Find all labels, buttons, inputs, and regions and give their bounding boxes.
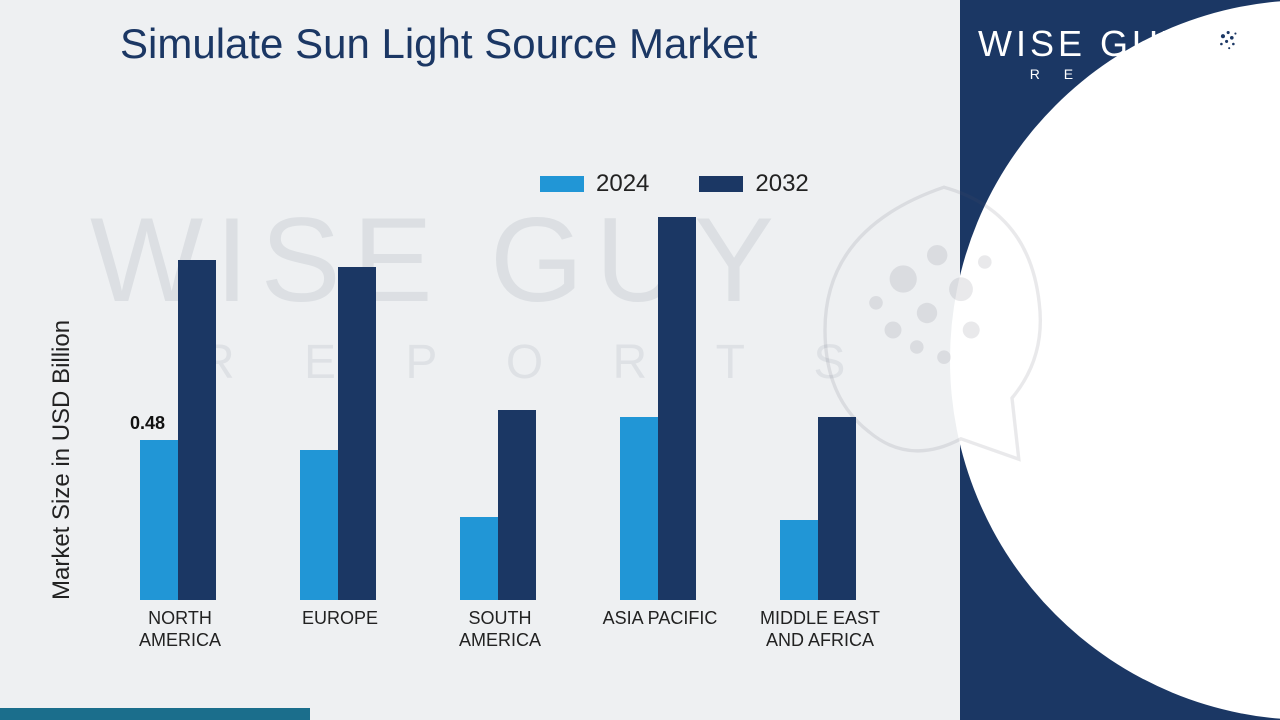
bar-2032	[178, 260, 216, 600]
legend-label-2024: 2024	[596, 170, 649, 198]
brand-logo: WISE GUY R E P O R T S	[978, 18, 1250, 82]
bottom-accent-bar	[0, 708, 310, 720]
bar-2024	[140, 440, 178, 600]
bar-2024	[300, 450, 338, 600]
chart-title: Simulate Sun Light Source Market	[120, 20, 757, 68]
head-icon	[1198, 18, 1250, 70]
x-axis-label: EUROPE	[270, 608, 410, 630]
legend-swatch-2032	[699, 176, 743, 192]
bar-2032	[658, 217, 696, 600]
x-axis-label: NORTH AMERICA	[110, 608, 250, 651]
legend-item-2024: 2024	[540, 170, 649, 198]
logo-main-text: WISE GUY	[978, 23, 1190, 65]
bar-group: ASIA PACIFIC	[610, 200, 710, 600]
legend-swatch-2024	[540, 176, 584, 192]
legend: 2024 2032	[540, 170, 809, 198]
x-axis-label: ASIA PACIFIC	[590, 608, 730, 630]
bar-2032	[498, 410, 536, 600]
bar-group: EUROPE	[290, 200, 390, 600]
y-axis-label: Market Size in USD Billion	[48, 320, 76, 600]
legend-item-2032: 2032	[699, 170, 808, 198]
bar-group: 0.48NORTH AMERICA	[130, 200, 230, 600]
logo-sub-text: R E P O R T S	[978, 66, 1250, 82]
bar-group: SOUTH AMERICA	[450, 200, 550, 600]
bar-group: MIDDLE EAST AND AFRICA	[770, 200, 870, 600]
bar-2024	[460, 517, 498, 600]
bar-2032	[818, 417, 856, 600]
bar-2032	[338, 267, 376, 600]
x-axis-label: SOUTH AMERICA	[430, 608, 570, 651]
bar-2024	[620, 417, 658, 600]
x-axis-label: MIDDLE EAST AND AFRICA	[750, 608, 890, 651]
chart-area: 0.48NORTH AMERICA EUROPE SOUTH AMERICA ASIA…	[110, 200, 930, 600]
bar-2024	[780, 520, 818, 600]
legend-label-2032: 2032	[755, 170, 808, 198]
data-label: 0.48	[130, 413, 165, 434]
